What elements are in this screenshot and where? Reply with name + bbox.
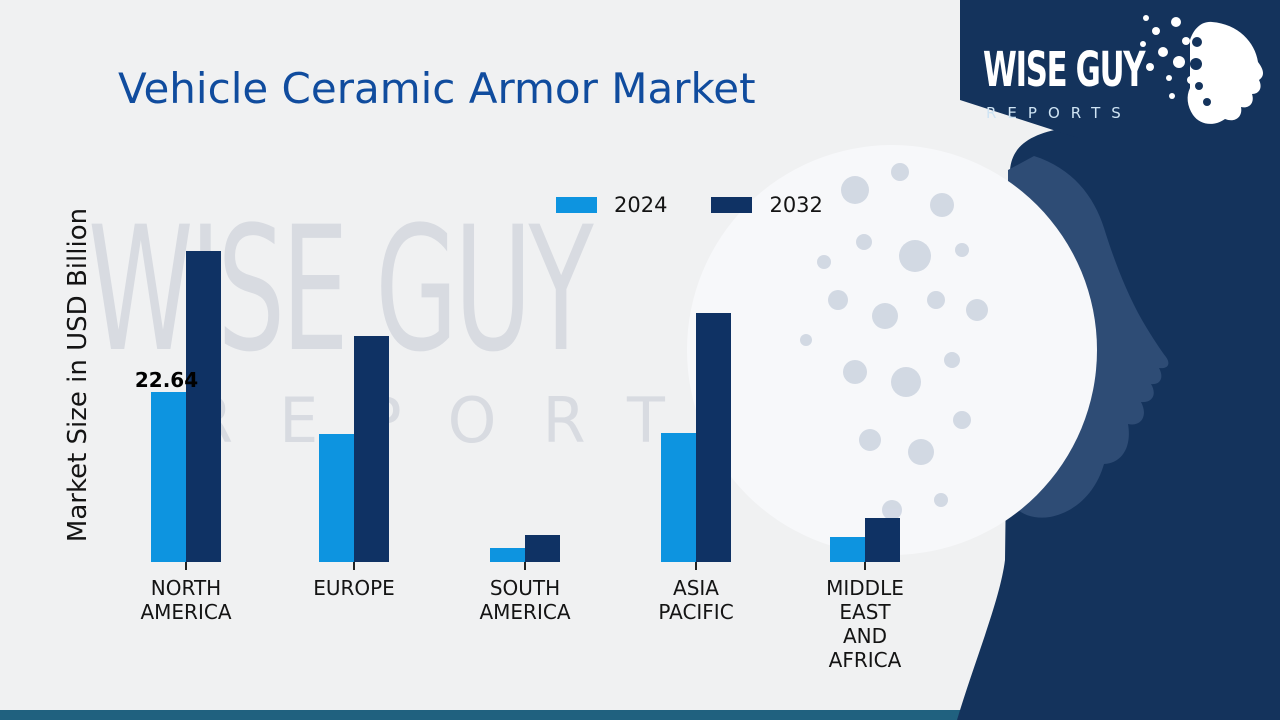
bar-2024-north-america	[151, 392, 186, 562]
bar-2032-north-america	[186, 251, 221, 562]
category-label-asia-pacific: ASIA PACIFIC	[658, 576, 734, 624]
bar-2024-south-america	[490, 547, 525, 562]
category-label-middle-east-and-africa: MIDDLE EAST AND AFRICA	[826, 576, 904, 672]
x-axis-tick-europe	[353, 562, 355, 570]
bar-2024-middle-east-and-africa	[830, 537, 865, 562]
x-axis-tick-north-america	[185, 562, 187, 570]
x-axis-tick-south-america	[524, 562, 526, 570]
bottom-accent-bar	[0, 710, 1280, 720]
watermark-reports-text: REPORTS	[190, 384, 797, 457]
bar-2032-south-america	[525, 535, 560, 562]
wise-guy-reports-logo: WISE GUY REPORTS	[960, 0, 1280, 138]
logo-brand-text: WISE GUY	[983, 42, 1146, 98]
bar-2024-europe	[319, 434, 354, 562]
bar-2032-europe	[354, 336, 389, 562]
category-label-south-america: SOUTH AMERICA	[479, 576, 571, 624]
legend-label-2024: 2024	[614, 193, 668, 217]
x-axis-tick-asia-pacific	[695, 562, 697, 570]
watermark-brand-text: WISE GUY	[88, 189, 594, 390]
legend-swatch-2024	[556, 197, 597, 213]
bar-2032-asia-pacific	[696, 312, 731, 562]
x-axis-tick-middle-east-and-africa	[864, 562, 866, 570]
logo-reports-text: REPORTS	[986, 104, 1132, 122]
chart-title: Vehicle Ceramic Armor Market	[118, 64, 756, 114]
value-label-22.64: 22.64	[134, 368, 199, 392]
category-label-europe: EUROPE	[313, 576, 395, 600]
category-label-north-america: NORTH AMERICA	[140, 576, 232, 624]
bar-2024-asia-pacific	[661, 432, 696, 562]
bar-2032-middle-east-and-africa	[865, 517, 900, 562]
